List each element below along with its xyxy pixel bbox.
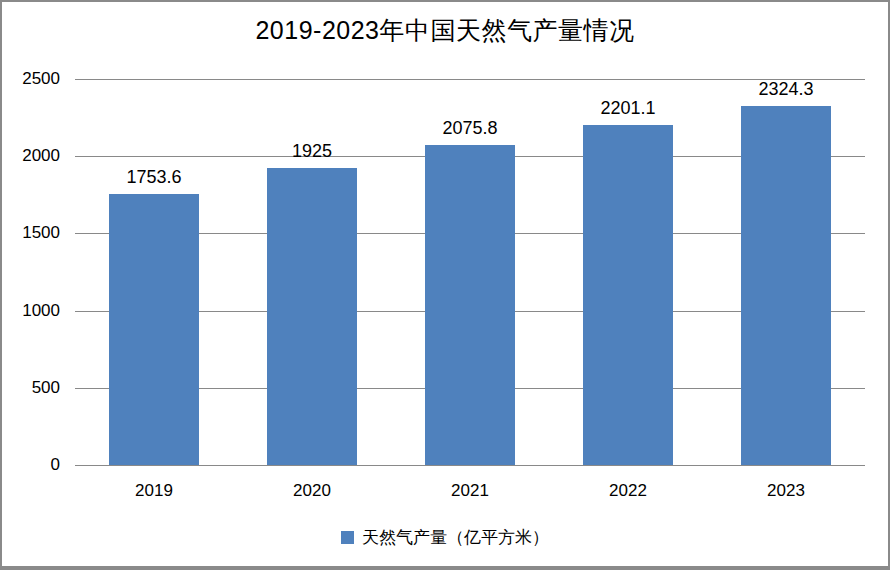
bar-slot: 1753.6: [75, 79, 233, 465]
bar-2020: [267, 168, 357, 465]
bar-data-label: 2075.8: [391, 118, 549, 139]
chart-title: 2019-2023年中国天然气产量情况: [2, 14, 888, 47]
legend: 天然气产量（亿平方米）: [2, 526, 888, 549]
bar-2021: [425, 145, 515, 466]
bar-data-label: 1753.6: [75, 167, 233, 188]
y-tick-label: 1500: [22, 223, 60, 243]
gridline: [75, 465, 865, 466]
y-tick-label: 2500: [22, 69, 60, 89]
bar-slot: 2324.3: [707, 79, 865, 465]
bar-2019: [109, 194, 199, 465]
bar-slot: 1925: [233, 79, 391, 465]
x-tick-label-2021: 2021: [391, 481, 549, 501]
y-tick-label: 1000: [22, 301, 60, 321]
y-tick-label: 0: [51, 455, 60, 475]
legend-marker-icon: [341, 531, 354, 544]
chart-container: 2019-2023年中国天然气产量情况 1753.619252075.82201…: [0, 0, 890, 570]
legend-label: 天然气产量（亿平方米）: [362, 526, 549, 549]
bar-2023: [741, 106, 831, 465]
x-tick-label-2022: 2022: [549, 481, 707, 501]
bar-data-label: 1925: [233, 141, 391, 162]
x-tick-label-2023: 2023: [707, 481, 865, 501]
bar-slot: 2201.1: [549, 79, 707, 465]
bar-data-label: 2201.1: [549, 98, 707, 119]
plot-area: 1753.619252075.82201.12324.3: [75, 79, 865, 465]
x-tick-label-2020: 2020: [233, 481, 391, 501]
x-tick-label-2019: 2019: [75, 481, 233, 501]
bar-data-label: 2324.3: [707, 79, 865, 100]
y-tick-label: 2000: [22, 146, 60, 166]
bar-slot: 2075.8: [391, 79, 549, 465]
y-tick-label: 500: [32, 378, 60, 398]
bar-2022: [583, 125, 673, 465]
